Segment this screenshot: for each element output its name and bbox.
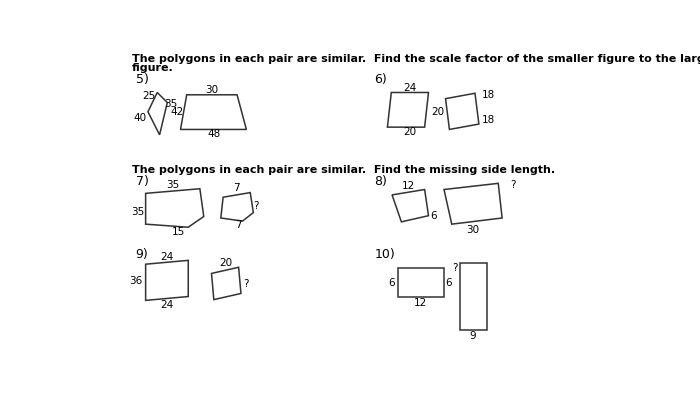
Text: 30: 30 xyxy=(205,85,218,95)
Text: The polygons in each pair are similar.  Find the missing side length.: The polygons in each pair are similar. F… xyxy=(132,165,555,175)
Text: ?: ? xyxy=(243,279,248,289)
Text: ?: ? xyxy=(510,180,516,190)
Text: 18: 18 xyxy=(482,90,495,100)
Text: 40: 40 xyxy=(134,113,147,123)
Text: 6): 6) xyxy=(374,73,387,86)
Text: 24: 24 xyxy=(160,300,173,310)
Text: 6: 6 xyxy=(445,279,452,288)
Text: 15: 15 xyxy=(172,227,185,237)
Text: 8): 8) xyxy=(374,175,387,188)
Text: 5): 5) xyxy=(136,73,148,86)
Text: 35: 35 xyxy=(166,180,179,190)
Text: ?: ? xyxy=(253,201,259,211)
Text: 20: 20 xyxy=(403,127,416,137)
Text: 18: 18 xyxy=(482,115,495,125)
Text: 20: 20 xyxy=(430,107,444,117)
Text: 30: 30 xyxy=(466,224,480,234)
Text: 12: 12 xyxy=(414,298,428,308)
Text: 20: 20 xyxy=(219,258,232,268)
Text: 6: 6 xyxy=(388,279,395,288)
Text: The polygons in each pair are similar.  Find the scale factor of the smaller fig: The polygons in each pair are similar. F… xyxy=(132,53,700,64)
Text: 35: 35 xyxy=(164,99,177,109)
Text: 25: 25 xyxy=(142,91,155,100)
Text: 7: 7 xyxy=(233,183,239,193)
Text: 6: 6 xyxy=(430,211,438,221)
Text: 9): 9) xyxy=(136,248,148,262)
Text: 36: 36 xyxy=(129,276,142,286)
Text: ?: ? xyxy=(452,263,458,273)
Text: 9: 9 xyxy=(470,331,476,341)
Text: 10): 10) xyxy=(374,248,395,262)
Text: 35: 35 xyxy=(132,207,144,217)
Text: 12: 12 xyxy=(402,181,415,191)
Text: figure.: figure. xyxy=(132,63,174,73)
Text: 42: 42 xyxy=(170,107,183,117)
Text: 7): 7) xyxy=(136,175,148,188)
Text: 48: 48 xyxy=(207,129,220,139)
Text: 24: 24 xyxy=(160,252,173,262)
Text: 24: 24 xyxy=(403,83,416,93)
Text: 7: 7 xyxy=(235,220,242,230)
